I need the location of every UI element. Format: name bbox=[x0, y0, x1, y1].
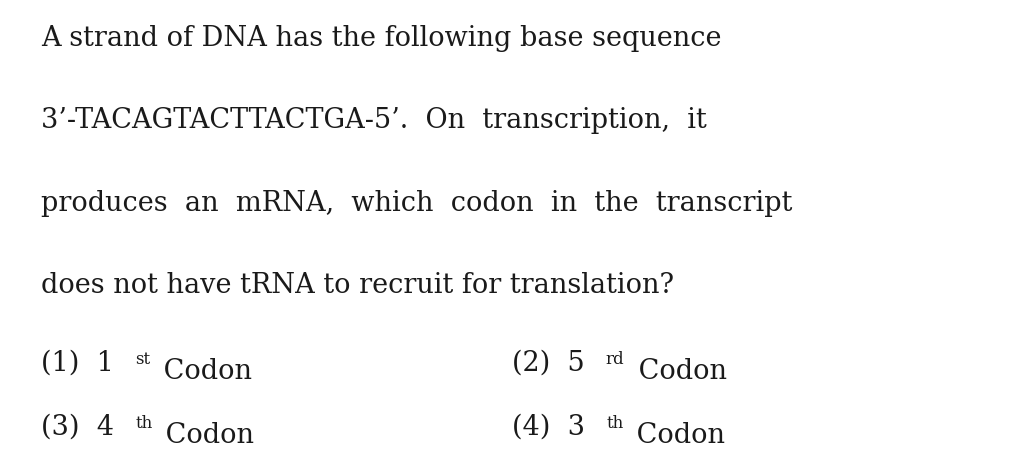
Text: Codon: Codon bbox=[158, 422, 254, 449]
Text: A strand of DNA has the following base sequence: A strand of DNA has the following base s… bbox=[41, 25, 722, 52]
Text: Codon: Codon bbox=[155, 358, 252, 385]
Text: Codon: Codon bbox=[629, 422, 725, 449]
Text: (3)  4: (3) 4 bbox=[41, 414, 114, 441]
Text: 3’-TACAGTACTTACTGA-5’.  On  transcription,  it: 3’-TACAGTACTTACTGA-5’. On transcription,… bbox=[41, 107, 707, 134]
Text: produces  an  mRNA,  which  codon  in  the  transcript: produces an mRNA, which codon in the tra… bbox=[41, 190, 793, 217]
Text: (1)  1: (1) 1 bbox=[41, 350, 114, 377]
Text: (2)  5: (2) 5 bbox=[512, 350, 585, 377]
Text: Codon: Codon bbox=[630, 358, 727, 385]
Text: th: th bbox=[135, 415, 153, 432]
Text: st: st bbox=[135, 351, 151, 368]
Text: rd: rd bbox=[606, 351, 625, 368]
Text: th: th bbox=[606, 415, 624, 432]
Text: does not have tRNA to recruit for translation?: does not have tRNA to recruit for transl… bbox=[41, 272, 674, 299]
Text: (4)  3: (4) 3 bbox=[512, 414, 585, 441]
